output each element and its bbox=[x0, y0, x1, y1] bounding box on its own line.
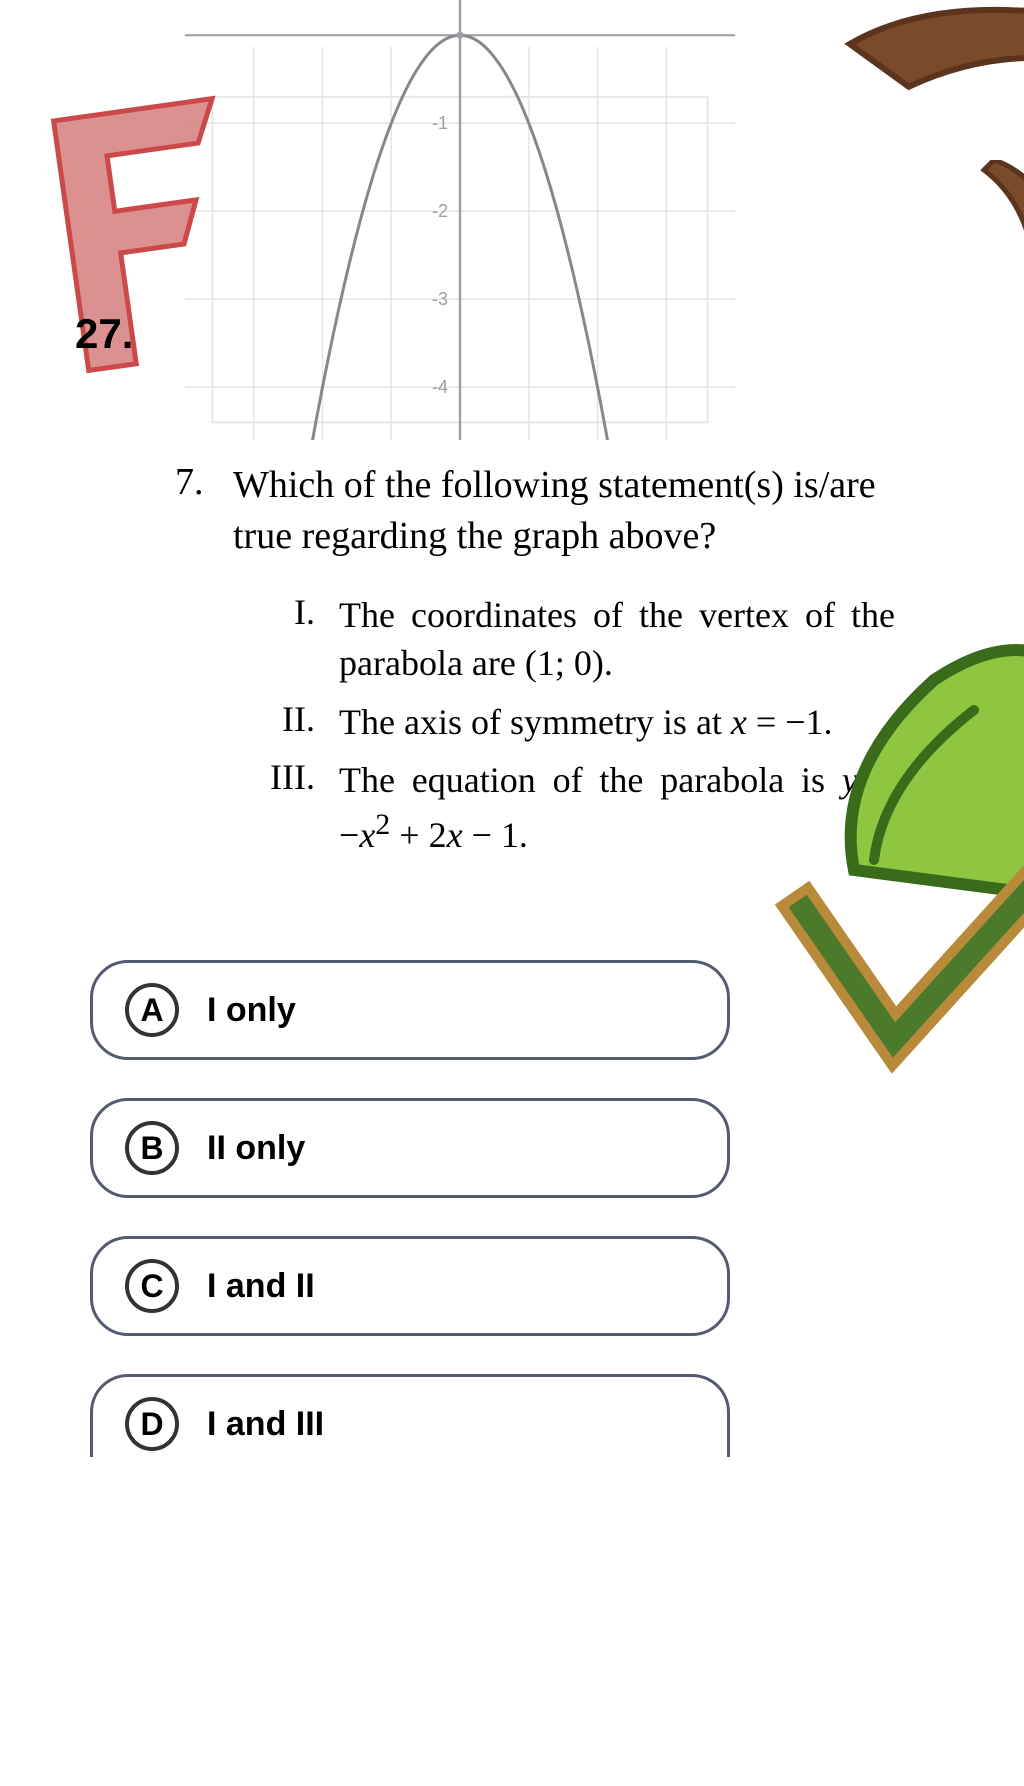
question-text: Which of the following statement(s) is/a… bbox=[233, 460, 895, 563]
statements-list: I.The coordinates of the vertex of the p… bbox=[255, 591, 895, 860]
svg-text:-1: -1 bbox=[432, 113, 448, 133]
options-list: A I only B II only C I and II D I and III bbox=[90, 960, 730, 1457]
statement-text: The coordinates of the vertex of the par… bbox=[339, 591, 895, 688]
option-letter: A bbox=[125, 983, 179, 1037]
option-c[interactable]: C I and II bbox=[90, 1236, 730, 1336]
option-text: I and II bbox=[207, 1267, 315, 1306]
statement-row: I.The coordinates of the vertex of the p… bbox=[255, 591, 895, 688]
deco-top-right-icon bbox=[820, 0, 1024, 172]
svg-text:-4: -4 bbox=[432, 377, 448, 397]
outer-question-number: 27. bbox=[75, 310, 133, 358]
deco-check-icon bbox=[764, 850, 1024, 1110]
deco-right-icon bbox=[964, 160, 1024, 280]
option-text: I only bbox=[207, 991, 296, 1030]
statement-number: III. bbox=[255, 756, 315, 859]
option-a[interactable]: A I only bbox=[90, 960, 730, 1060]
option-letter: B bbox=[125, 1121, 179, 1175]
question-head: 7. Which of the following statement(s) i… bbox=[175, 460, 895, 563]
statement-number: II. bbox=[255, 698, 315, 747]
page: -1 -2 -3 -4 27. 7. Which of the following s… bbox=[0, 0, 1024, 1786]
question-block: 7. Which of the following statement(s) i… bbox=[175, 460, 895, 870]
statement-text: The equation of the parabola is y = −x2 … bbox=[339, 756, 895, 859]
statement-row: III. The equation of the parabola is y = … bbox=[255, 756, 895, 859]
option-letter: D bbox=[125, 1397, 179, 1451]
statement-text: The axis of symmetry is at x = −1. bbox=[339, 698, 833, 747]
option-b[interactable]: B II only bbox=[90, 1098, 730, 1198]
option-text: I and III bbox=[207, 1405, 324, 1444]
statement-number: I. bbox=[255, 591, 315, 688]
svg-text:-3: -3 bbox=[432, 289, 448, 309]
svg-text:-2: -2 bbox=[432, 201, 448, 221]
option-text: II only bbox=[207, 1129, 305, 1168]
parabola-graph: -1 -2 -3 -4 bbox=[185, 0, 735, 440]
option-letter: C bbox=[125, 1259, 179, 1313]
question-number: 7. bbox=[175, 460, 215, 563]
option-d[interactable]: D I and III bbox=[90, 1374, 730, 1457]
statement-row: II. The axis of symmetry is at x = −1. bbox=[255, 698, 895, 747]
